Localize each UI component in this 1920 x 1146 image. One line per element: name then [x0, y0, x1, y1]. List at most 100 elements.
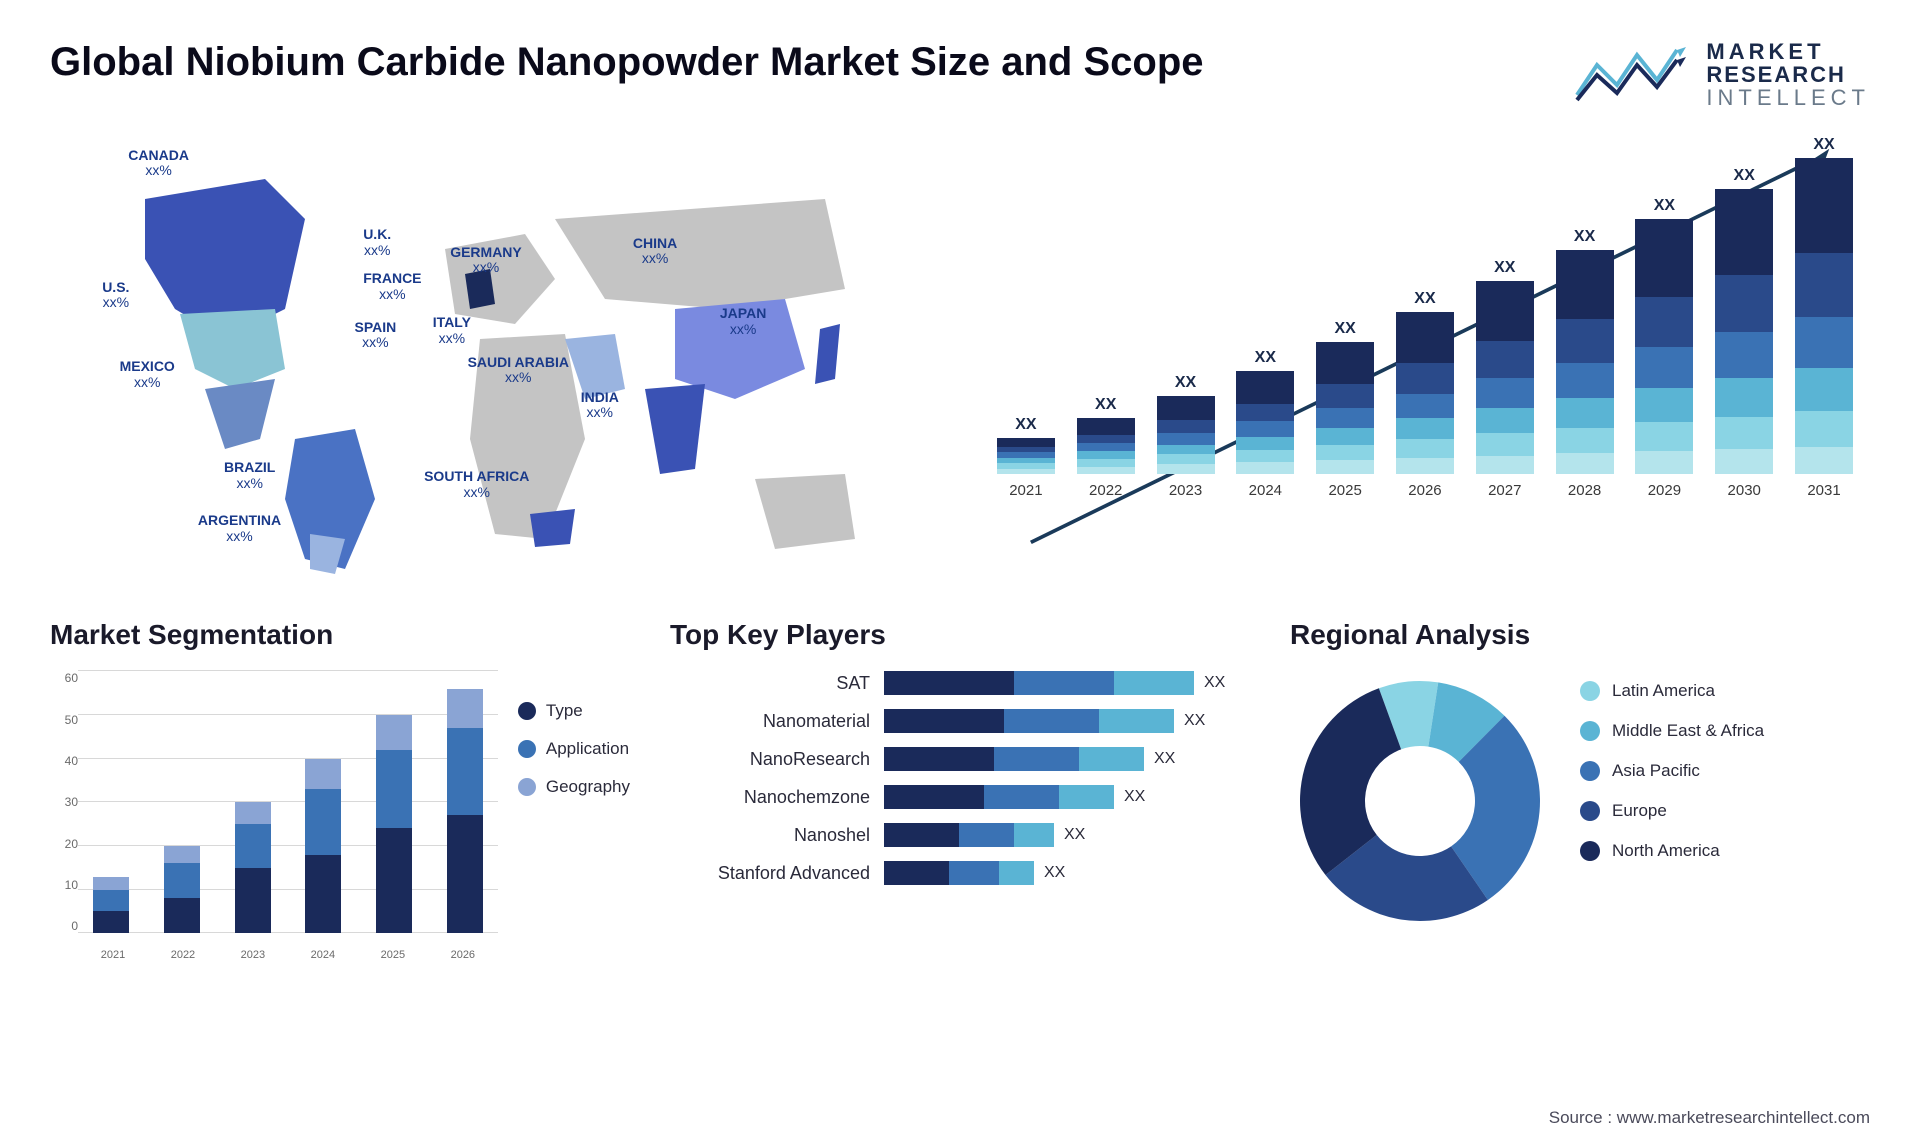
player-value: XX	[1064, 826, 1085, 844]
growth-year-label: 2028	[1568, 482, 1601, 499]
seg-legend-item: Geography	[518, 777, 630, 797]
growth-bar-segment	[1157, 420, 1215, 433]
growth-bar-segment	[1316, 428, 1374, 445]
growth-bar-segment	[1236, 437, 1294, 450]
growth-bar-segment	[1476, 456, 1534, 475]
growth-year-label: 2026	[1408, 482, 1441, 499]
growth-chart: XX2021XX2022XX2023XX2024XX2025XX2026XX20…	[980, 139, 1870, 579]
players-list: SATXXNanomaterialXXNanoResearchXXNanoche…	[670, 671, 1250, 885]
growth-bar-segment	[1236, 450, 1294, 462]
growth-bar-value: XX	[1734, 167, 1755, 185]
growth-bar-segment	[1316, 384, 1374, 408]
growth-bar-segment	[1396, 458, 1454, 475]
map-label: ARGENTINAxx%	[198, 513, 281, 544]
player-label: Stanford Advanced	[670, 863, 870, 884]
player-bar	[884, 785, 1114, 809]
growth-bar: XX2022	[1077, 396, 1135, 499]
player-bar-segment	[1014, 671, 1114, 695]
seg-bar-segment	[305, 759, 341, 790]
seg-bar-segment	[447, 815, 483, 933]
growth-bar-segment	[1715, 378, 1773, 417]
player-bar-segment	[1099, 709, 1174, 733]
seg-bar-segment	[376, 828, 412, 933]
seg-bar-segment	[376, 750, 412, 829]
map-label: JAPANxx%	[720, 306, 766, 337]
growth-bar-value: XX	[1175, 374, 1196, 392]
logo-line-1: MARKET	[1706, 40, 1870, 63]
top-row: CANADAxx%U.S.xx%MEXICOxx%BRAZILxx%ARGENT…	[50, 139, 1870, 579]
regional-chart: Latin AmericaMiddle East & AfricaAsia Pa…	[1290, 671, 1870, 931]
map-label: SPAINxx%	[355, 320, 397, 351]
player-row: Stanford AdvancedXX	[670, 861, 1230, 885]
world-map: CANADAxx%U.S.xx%MEXICOxx%BRAZILxx%ARGENT…	[50, 139, 920, 579]
player-label: Nanochemzone	[670, 787, 870, 808]
regional-title: Regional Analysis	[1290, 619, 1870, 651]
growth-bar-segment	[1077, 435, 1135, 444]
legend-dot-icon	[1580, 721, 1600, 741]
growth-year-label: 2029	[1648, 482, 1681, 499]
player-row: NanoResearchXX	[670, 747, 1230, 771]
seg-bar-segment	[376, 715, 412, 750]
map-label: ITALYxx%	[433, 315, 471, 346]
player-bar	[884, 823, 1054, 847]
logo-text: MARKET RESEARCH INTELLECT	[1706, 40, 1870, 109]
seg-bar-segment	[305, 789, 341, 855]
seg-ytick: 0	[50, 919, 78, 933]
growth-bar-segment	[1157, 445, 1215, 455]
growth-bar-segment	[1476, 378, 1534, 408]
player-bar-segment	[1059, 785, 1114, 809]
growth-bar-segment	[997, 469, 1055, 475]
header: Global Niobium Carbide Nanopowder Market…	[50, 40, 1870, 109]
regional-legend-item: Europe	[1580, 801, 1764, 821]
segmentation-legend: TypeApplicationGeography	[518, 671, 630, 1009]
growth-bar-segment	[1556, 250, 1614, 318]
growth-bar-segment	[1396, 312, 1454, 363]
legend-dot-icon	[1580, 841, 1600, 861]
growth-bar-segment	[1157, 464, 1215, 474]
seg-xtick: 2025	[381, 949, 405, 961]
seg-bar-segment	[164, 846, 200, 863]
player-bar-segment	[884, 709, 1004, 733]
growth-bar-segment	[1396, 363, 1454, 394]
growth-bar: XX2021	[997, 416, 1055, 499]
seg-ytick: 30	[50, 795, 78, 809]
growth-bar-segment	[1316, 460, 1374, 474]
map-label: U.S.xx%	[102, 280, 129, 311]
growth-bar-segment	[1715, 417, 1773, 449]
player-bar	[884, 709, 1174, 733]
page-title: Global Niobium Carbide Nanopowder Market…	[50, 40, 1204, 85]
growth-bar-value: XX	[1334, 320, 1355, 338]
player-bar-segment	[1004, 709, 1099, 733]
growth-bar-value: XX	[1813, 136, 1834, 154]
player-bar-segment	[1079, 747, 1144, 771]
growth-bar-segment	[1077, 443, 1135, 451]
logo-icon	[1572, 45, 1692, 105]
legend-dot-icon	[518, 702, 536, 720]
growth-bar-segment	[1157, 454, 1215, 464]
growth-bar-segment	[1396, 439, 1454, 458]
regional-legend-item: North America	[1580, 841, 1764, 861]
seg-bar-segment	[93, 877, 129, 890]
player-row: NanomaterialXX	[670, 709, 1230, 733]
logo-line-3: INTELLECT	[1706, 86, 1870, 109]
seg-ytick: 10	[50, 878, 78, 892]
player-bar	[884, 671, 1194, 695]
legend-label: Type	[546, 701, 583, 721]
growth-bar-segment	[1236, 462, 1294, 474]
growth-bar: XX2030	[1715, 167, 1773, 500]
growth-bar-segment	[1715, 189, 1773, 275]
growth-bar-segment	[1316, 342, 1374, 384]
seg-bar	[93, 877, 129, 934]
player-bar-segment	[884, 747, 994, 771]
growth-bar-segment	[1635, 219, 1693, 296]
growth-bar-segment	[1476, 341, 1534, 379]
growth-bar-segment	[1316, 445, 1374, 460]
seg-xtick: 2022	[171, 949, 195, 961]
seg-bar-segment	[93, 911, 129, 933]
seg-bar	[447, 689, 483, 934]
seg-bar-segment	[447, 689, 483, 728]
legend-label: Middle East & Africa	[1612, 721, 1764, 741]
growth-bar: XX2027	[1476, 259, 1534, 499]
growth-bar: XX2031	[1795, 136, 1853, 500]
growth-year-label: 2027	[1488, 482, 1521, 499]
